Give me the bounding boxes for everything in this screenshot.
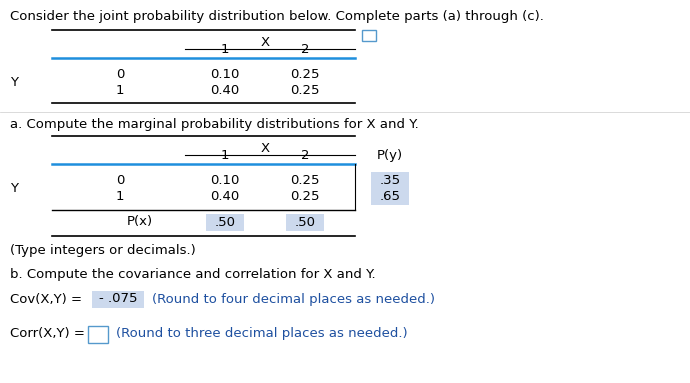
Text: 1: 1 [221, 149, 229, 162]
Text: Y: Y [10, 182, 18, 195]
Text: .65: .65 [380, 190, 400, 203]
Text: 0.25: 0.25 [290, 173, 319, 187]
Text: Consider the joint probability distribution below. Complete parts (a) through (c: Consider the joint probability distribut… [10, 10, 544, 23]
Text: 2: 2 [301, 149, 309, 162]
Text: 0.40: 0.40 [210, 190, 239, 203]
Text: .50: .50 [215, 216, 235, 229]
Text: P(y): P(y) [377, 149, 403, 162]
Text: 0: 0 [116, 67, 124, 80]
Bar [371, 188, 409, 205]
Text: (Round to three decimal places as needed.): (Round to three decimal places as needed… [116, 327, 408, 340]
Text: 1: 1 [116, 190, 124, 203]
Text: 0.25: 0.25 [290, 67, 319, 80]
Text: X: X [260, 141, 270, 154]
Bar [371, 172, 409, 188]
Bar [88, 326, 108, 342]
Bar [286, 213, 324, 231]
Text: P(x): P(x) [127, 216, 153, 229]
Text: 1: 1 [221, 43, 229, 56]
Text: a. Compute the marginal probability distributions for X and Y.: a. Compute the marginal probability dist… [10, 118, 419, 131]
Text: Corr(X,Y) =: Corr(X,Y) = [10, 327, 85, 340]
Bar [92, 290, 144, 308]
Text: Cov(X,Y) =: Cov(X,Y) = [10, 293, 82, 306]
Text: 2: 2 [301, 43, 309, 56]
Bar [206, 213, 244, 231]
Text: 0: 0 [116, 173, 124, 187]
Text: 0.25: 0.25 [290, 190, 319, 203]
Text: 0.10: 0.10 [210, 173, 239, 187]
Text: 1: 1 [116, 83, 124, 97]
Text: .35: .35 [380, 173, 401, 187]
Text: Y: Y [10, 75, 18, 88]
Text: 0.40: 0.40 [210, 83, 239, 97]
Text: .50: .50 [295, 216, 315, 229]
Text: (Round to four decimal places as needed.): (Round to four decimal places as needed.… [152, 293, 435, 306]
Text: - .075: - .075 [99, 293, 137, 306]
Text: X: X [260, 36, 270, 49]
Bar [362, 30, 376, 41]
Text: 0.10: 0.10 [210, 67, 239, 80]
Text: 0.25: 0.25 [290, 83, 319, 97]
Text: (Type integers or decimals.): (Type integers or decimals.) [10, 244, 196, 257]
Text: b. Compute the covariance and correlation for X and Y.: b. Compute the covariance and correlatio… [10, 268, 375, 281]
